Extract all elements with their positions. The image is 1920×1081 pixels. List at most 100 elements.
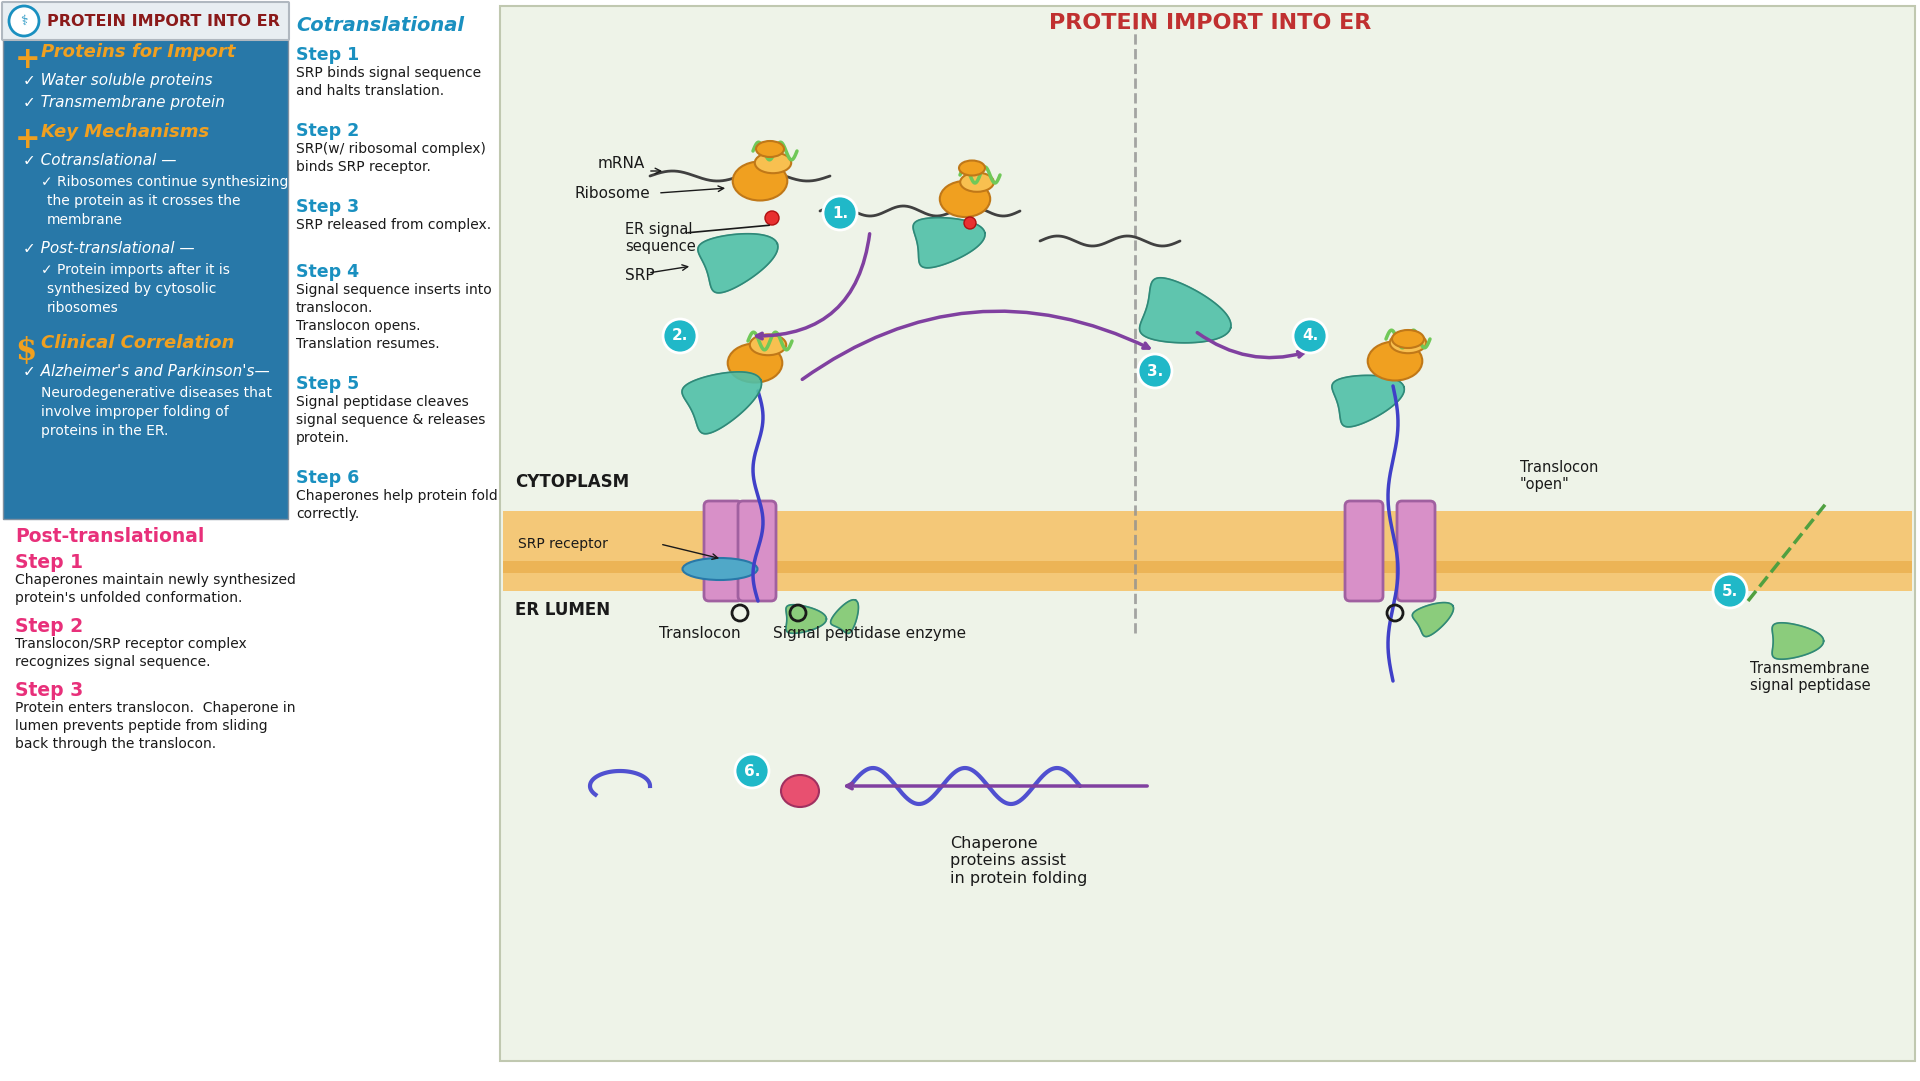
Circle shape [662,319,697,353]
FancyBboxPatch shape [705,501,741,601]
Polygon shape [1332,375,1404,427]
Text: SRP: SRP [626,267,655,282]
Text: protein's unfolded conformation.: protein's unfolded conformation. [15,591,242,605]
Circle shape [1292,319,1327,353]
Text: PROTEIN IMPORT INTO ER: PROTEIN IMPORT INTO ER [1048,13,1371,34]
FancyBboxPatch shape [503,511,1912,591]
Text: Step 2: Step 2 [15,617,83,636]
Circle shape [1139,353,1171,388]
Text: Neurodegenerative diseases that: Neurodegenerative diseases that [40,386,273,400]
Text: recognizes signal sequence.: recognizes signal sequence. [15,655,211,669]
FancyBboxPatch shape [499,6,1914,1060]
Text: ✓ Water soluble proteins: ✓ Water soluble proteins [23,74,213,88]
Ellipse shape [1392,330,1425,348]
Text: ER signal
sequence: ER signal sequence [626,222,695,254]
Polygon shape [1772,623,1824,659]
Text: binds SRP receptor.: binds SRP receptor. [296,160,430,174]
Text: and halts translation.: and halts translation. [296,84,444,98]
Polygon shape [1413,602,1453,637]
Text: Clinical Correlation: Clinical Correlation [40,334,234,352]
Text: Step 2: Step 2 [296,122,359,141]
Ellipse shape [1367,342,1423,381]
Text: 3.: 3. [1146,363,1164,378]
Text: lumen prevents peptide from sliding: lumen prevents peptide from sliding [15,719,267,733]
Text: Transmembrane
signal peptidase: Transmembrane signal peptidase [1749,660,1870,693]
Text: SRP(w/ ribosomal complex): SRP(w/ ribosomal complex) [296,142,486,156]
Text: SRP binds signal sequence: SRP binds signal sequence [296,66,482,80]
Text: 1.: 1. [831,205,849,221]
Text: translocon.: translocon. [296,301,372,315]
Text: involve improper folding of: involve improper folding of [40,405,228,419]
Text: +: + [15,125,40,154]
Text: Translocon opens.: Translocon opens. [296,319,420,333]
Circle shape [824,196,856,230]
Ellipse shape [960,173,995,191]
Text: ribosomes: ribosomes [46,301,119,315]
Text: proteins in the ER.: proteins in the ER. [40,424,169,438]
Text: Chaperone
proteins assist
in protein folding: Chaperone proteins assist in protein fol… [950,836,1087,885]
Text: ✓ Transmembrane protein: ✓ Transmembrane protein [23,95,225,110]
Text: Signal peptidase cleaves: Signal peptidase cleaves [296,395,468,409]
Circle shape [764,211,780,225]
Text: Translocon: Translocon [659,626,741,641]
Polygon shape [682,372,762,433]
Ellipse shape [756,141,783,157]
Text: Step 5: Step 5 [296,375,359,393]
Text: ✓ Cotranslational —: ✓ Cotranslational — [23,154,177,168]
Text: SRP released from complex.: SRP released from complex. [296,218,492,232]
Polygon shape [1140,278,1231,343]
Ellipse shape [728,344,781,383]
Circle shape [1713,574,1747,608]
Text: correctly.: correctly. [296,507,359,521]
Text: back through the translocon.: back through the translocon. [15,737,217,751]
FancyBboxPatch shape [737,501,776,601]
Text: ✓ Ribosomes continue synthesizing: ✓ Ribosomes continue synthesizing [40,175,288,189]
Text: Step 1: Step 1 [15,553,83,572]
Text: Proteins for Import: Proteins for Import [40,43,236,61]
Text: mRNA: mRNA [597,156,645,171]
Ellipse shape [958,160,985,175]
Text: the protein as it crosses the: the protein as it crosses the [46,193,240,208]
Text: Chaperones help protein fold: Chaperones help protein fold [296,489,497,503]
Text: Cotranslational: Cotranslational [296,16,465,35]
Ellipse shape [682,558,758,580]
Ellipse shape [939,181,991,217]
Text: Ribosome: Ribosome [574,187,651,201]
Text: SRP receptor: SRP receptor [518,537,609,551]
FancyBboxPatch shape [4,39,288,519]
FancyBboxPatch shape [1346,501,1382,601]
Text: Step 4: Step 4 [296,263,359,281]
Ellipse shape [733,161,787,200]
Circle shape [10,6,38,36]
Ellipse shape [755,152,791,173]
Text: ✓ Protein imports after it is: ✓ Protein imports after it is [40,263,230,277]
Circle shape [735,755,770,788]
Ellipse shape [751,334,785,356]
Text: Step 3: Step 3 [15,681,83,700]
Polygon shape [831,600,858,633]
Text: Protein enters translocon.  Chaperone in: Protein enters translocon. Chaperone in [15,700,296,715]
Text: protein.: protein. [296,431,349,445]
Text: ✓ Alzheimer's and Parkinson's—: ✓ Alzheimer's and Parkinson's— [23,364,269,379]
Ellipse shape [781,775,820,808]
Text: synthesized by cytosolic: synthesized by cytosolic [46,282,217,296]
Text: +: + [15,45,40,74]
Text: Step 6: Step 6 [296,469,359,488]
Text: ⚕: ⚕ [21,14,27,28]
Text: Step 1: Step 1 [296,46,359,64]
Text: ER LUMEN: ER LUMEN [515,601,611,619]
Text: CYTOPLASM: CYTOPLASM [515,473,630,491]
Text: signal sequence & releases: signal sequence & releases [296,413,486,427]
Text: Chaperones maintain newly synthesized: Chaperones maintain newly synthesized [15,573,296,587]
Text: 6.: 6. [743,763,760,778]
Text: Signal peptidase enzyme: Signal peptidase enzyme [774,626,966,641]
Circle shape [964,217,975,229]
FancyBboxPatch shape [2,2,290,40]
Ellipse shape [1390,332,1427,353]
Text: 5.: 5. [1722,584,1738,599]
FancyBboxPatch shape [1398,501,1434,601]
Polygon shape [785,604,826,633]
Text: Translocon/SRP receptor complex: Translocon/SRP receptor complex [15,637,248,651]
Text: Post-translational: Post-translational [15,528,204,546]
Text: $: $ [15,336,36,368]
